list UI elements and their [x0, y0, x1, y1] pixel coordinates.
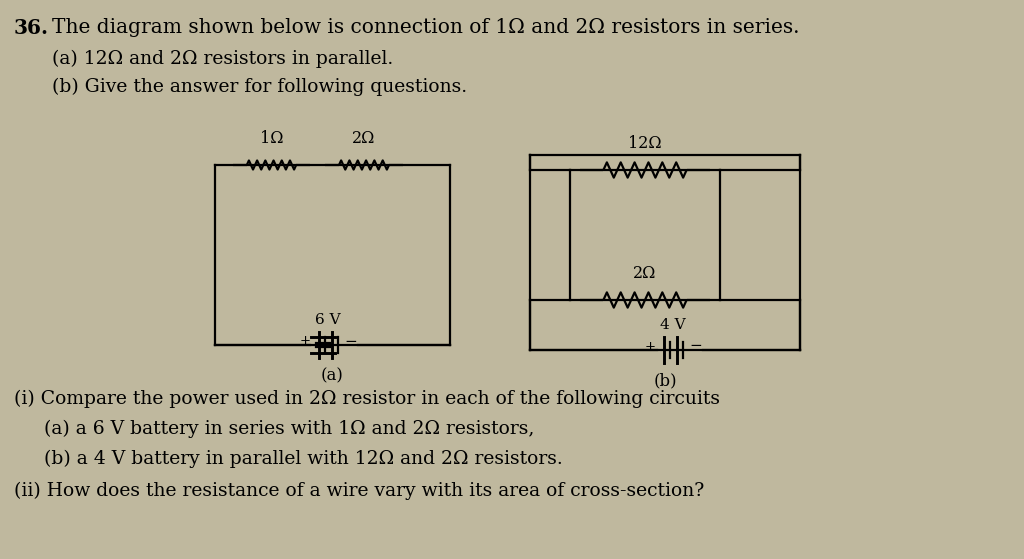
Text: (b) a 4 V battery in parallel with 12Ω and 2Ω resistors.: (b) a 4 V battery in parallel with 12Ω a… — [14, 450, 563, 468]
Text: 12Ω: 12Ω — [628, 135, 662, 152]
Text: (a) a 6 V battery in series with 1Ω and 2Ω resistors,: (a) a 6 V battery in series with 1Ω and … — [14, 420, 535, 438]
Text: (ii) How does the resistance of a wire vary with its area of cross-section?: (ii) How does the resistance of a wire v… — [14, 482, 705, 500]
Text: −: − — [344, 334, 357, 348]
Text: 6 V: 6 V — [315, 313, 341, 327]
Text: 1Ω: 1Ω — [260, 130, 284, 147]
Text: +: + — [300, 334, 311, 348]
Text: (b) Give the answer for following questions.: (b) Give the answer for following questi… — [52, 78, 467, 96]
Text: (a): (a) — [322, 367, 344, 384]
Text: 2Ω: 2Ω — [352, 130, 376, 147]
Text: 4 V: 4 V — [660, 318, 686, 332]
Text: (a) 12Ω and 2Ω resistors in parallel.: (a) 12Ω and 2Ω resistors in parallel. — [52, 50, 393, 68]
Text: −: − — [689, 339, 701, 353]
Text: (i) Compare the power used in 2Ω resistor in each of the following circuits: (i) Compare the power used in 2Ω resisto… — [14, 390, 720, 408]
Text: The diagram shown below is connection of 1Ω and 2Ω resistors in series.: The diagram shown below is connection of… — [52, 18, 800, 37]
Text: 2Ω: 2Ω — [633, 265, 656, 282]
Text: 36.: 36. — [14, 18, 49, 38]
Text: +: + — [645, 339, 656, 353]
Text: (b): (b) — [653, 372, 677, 389]
